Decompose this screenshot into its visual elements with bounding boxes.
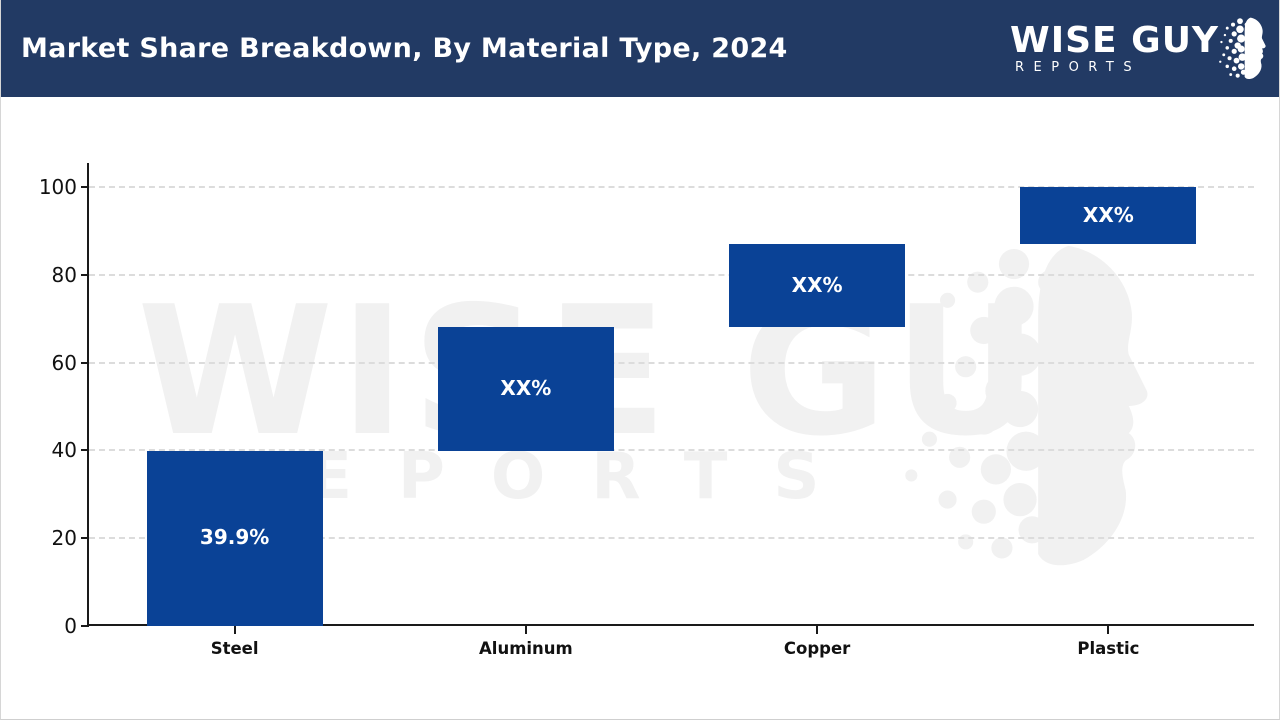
gridline-100 <box>89 186 1254 188</box>
chart-title: Market Share Breakdown, By Material Type… <box>21 32 788 64</box>
wiseguy-logo: WISE GUY REPORTS <box>1010 9 1269 89</box>
x-tick-label: Steel <box>210 639 259 658</box>
gridline-20 <box>89 537 1254 540</box>
logo-subtext: REPORTS <box>1014 60 1142 76</box>
bar-steel <box>146 450 323 626</box>
y-tick-label: 60 <box>51 350 77 375</box>
y-tick-label: 100 <box>38 175 77 199</box>
x-tick-mark <box>233 626 236 634</box>
y-tick-mark <box>81 537 89 540</box>
y-tick-mark <box>81 449 89 452</box>
bar-aluminum <box>437 327 614 451</box>
y-tick-label: 20 <box>51 526 77 551</box>
y-tick-label: 0 <box>64 614 77 638</box>
bar-value-label: XX% <box>791 272 843 297</box>
x-tick-mark <box>816 626 819 634</box>
chart-area: WISE GU REPORTS 0 20 40 60 80 100 39.9% Steel XX… <box>1 97 1279 719</box>
y-tick-mark <box>81 186 89 188</box>
y-tick-label: 40 <box>51 438 77 463</box>
logo-text: WISE GUY REPORTS <box>1009 19 1219 76</box>
gridline-80 <box>89 273 1254 276</box>
y-axis <box>87 163 89 626</box>
x-axis <box>87 624 1254 626</box>
wiseguy-face-icon <box>1219 17 1266 79</box>
x-tick-label: Aluminum <box>479 639 573 658</box>
bar-value-label: 39.9% <box>199 525 270 550</box>
plot: 0 20 40 60 80 100 39.9% Steel XX% Aluminum XX% Copp… <box>1 97 1279 719</box>
gridline-40 <box>89 449 1254 452</box>
bar-copper <box>729 244 906 328</box>
bar-plastic <box>1020 187 1197 245</box>
x-tick-mark <box>1107 626 1110 634</box>
gridline-60 <box>89 361 1254 364</box>
logo-wordmark: WISE GUY <box>1009 19 1219 61</box>
bar-value-label: XX% <box>500 376 552 401</box>
x-tick-label: Copper <box>783 639 851 658</box>
bar-value-label: XX% <box>1082 202 1134 227</box>
x-tick-label: Plastic <box>1077 639 1140 658</box>
y-tick-mark <box>81 361 89 364</box>
y-tick-mark <box>81 625 89 627</box>
y-tick-label: 80 <box>51 262 77 287</box>
x-tick-mark <box>524 626 527 634</box>
header: Market Share Breakdown, By Material Type… <box>1 0 1279 97</box>
y-tick-mark <box>81 273 89 276</box>
